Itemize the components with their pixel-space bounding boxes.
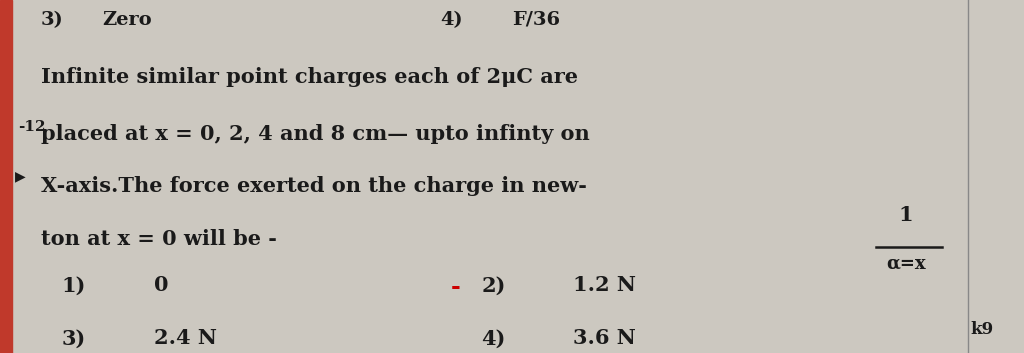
Text: -: - bbox=[451, 275, 461, 299]
Text: ton at x = 0 will be -: ton at x = 0 will be - bbox=[41, 229, 276, 250]
Text: X-axis.The force exerted on the charge in new-: X-axis.The force exerted on the charge i… bbox=[41, 176, 587, 197]
Text: Zero: Zero bbox=[102, 11, 152, 29]
Text: 0: 0 bbox=[154, 275, 168, 295]
Text: 2): 2) bbox=[481, 275, 506, 295]
Text: Infinite similar point charges each of 2μC are: Infinite similar point charges each of 2… bbox=[41, 67, 578, 87]
Text: 4): 4) bbox=[440, 11, 463, 29]
Text: α=x: α=x bbox=[887, 254, 926, 272]
Text: 1): 1) bbox=[61, 275, 86, 295]
Text: 4): 4) bbox=[481, 328, 506, 348]
Text: k9: k9 bbox=[970, 321, 993, 338]
Bar bbox=[0, 0, 12, 353]
Text: 2.4 N: 2.4 N bbox=[154, 328, 217, 348]
Text: 3): 3) bbox=[61, 328, 86, 348]
Text: 3.6 N: 3.6 N bbox=[573, 328, 636, 348]
Text: placed at x = 0, 2, 4 and 8 cm— upto infinty on: placed at x = 0, 2, 4 and 8 cm— upto inf… bbox=[41, 124, 590, 144]
Text: 1: 1 bbox=[899, 205, 913, 225]
Text: F/36: F/36 bbox=[512, 11, 560, 29]
Text: 1.2 N: 1.2 N bbox=[573, 275, 637, 295]
Text: -12: -12 bbox=[18, 120, 46, 134]
Text: ▶: ▶ bbox=[15, 169, 26, 184]
Text: 3): 3) bbox=[41, 11, 63, 29]
